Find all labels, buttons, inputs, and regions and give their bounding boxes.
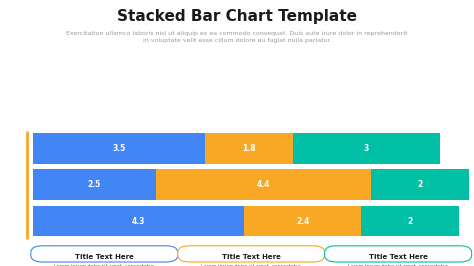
Text: 1.8: 1.8 xyxy=(242,144,255,153)
Text: 3.5: 3.5 xyxy=(112,144,126,153)
FancyBboxPatch shape xyxy=(244,206,362,236)
Text: 4.4: 4.4 xyxy=(257,180,270,189)
Text: 2: 2 xyxy=(418,180,423,189)
FancyBboxPatch shape xyxy=(33,133,205,164)
Text: Lorem ipsum dolor sit amet, consectetur
adipiscing elit, sed do eiusmod tempor
i: Lorem ipsum dolor sit amet, consectetur … xyxy=(197,264,305,266)
Text: 2.4: 2.4 xyxy=(296,217,310,226)
Text: Title Text Here: Title Text Here xyxy=(75,254,134,260)
Text: Title Text Here: Title Text Here xyxy=(222,254,281,260)
Text: Stacked Bar Chart Template: Stacked Bar Chart Template xyxy=(117,9,357,24)
Text: 4.3: 4.3 xyxy=(132,217,145,226)
Text: 2: 2 xyxy=(408,217,413,226)
Text: Title Text Here: Title Text Here xyxy=(369,254,428,260)
FancyBboxPatch shape xyxy=(33,206,244,236)
FancyBboxPatch shape xyxy=(371,169,469,200)
FancyBboxPatch shape xyxy=(178,246,325,262)
Text: Lorem ipsum dolor sit amet, consectetur
adipiscing elit, sed do eiusmod tempor
i: Lorem ipsum dolor sit amet, consectetur … xyxy=(344,264,452,266)
FancyBboxPatch shape xyxy=(155,169,371,200)
FancyBboxPatch shape xyxy=(205,133,293,164)
FancyBboxPatch shape xyxy=(325,246,472,262)
FancyBboxPatch shape xyxy=(362,206,459,236)
FancyBboxPatch shape xyxy=(31,246,178,262)
Text: Exercitation ullamco laboris nisi ut aliquip ex ea commodo consequat. Duis aute : Exercitation ullamco laboris nisi ut ali… xyxy=(66,31,408,43)
Text: Lorem ipsum dolor sit amet, consectetur
adipiscing elit, sed do eiusmod tempor
i: Lorem ipsum dolor sit amet, consectetur … xyxy=(50,264,158,266)
Text: 2.5: 2.5 xyxy=(88,180,101,189)
FancyBboxPatch shape xyxy=(293,133,440,164)
Text: 3: 3 xyxy=(364,144,369,153)
FancyBboxPatch shape xyxy=(33,169,155,200)
